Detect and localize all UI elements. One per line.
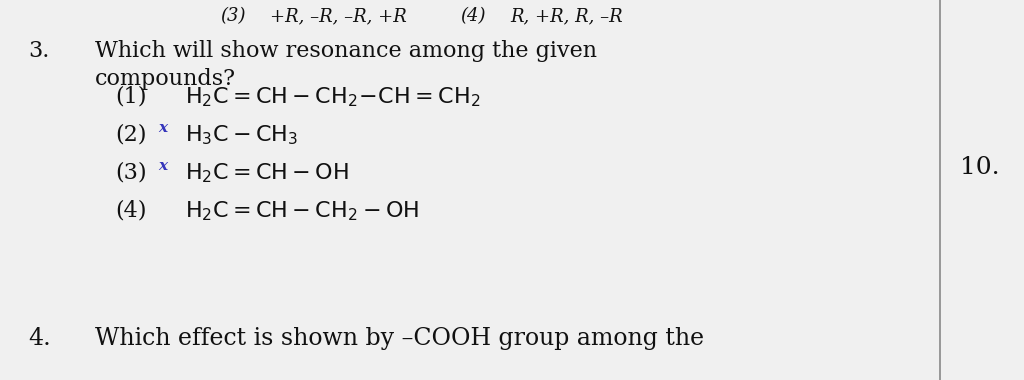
Text: (1): (1): [115, 85, 146, 107]
Text: 3.: 3.: [28, 40, 49, 62]
Text: $\mathregular{H_2C = CH - CH_2 - OH}$: $\mathregular{H_2C = CH - CH_2 - OH}$: [185, 199, 419, 223]
Text: (3): (3): [115, 161, 146, 183]
Text: compounds?: compounds?: [95, 68, 236, 90]
Text: x: x: [158, 159, 167, 173]
Text: 4.: 4.: [28, 327, 51, 350]
Text: Which will show resonance among the given: Which will show resonance among the give…: [95, 40, 597, 62]
Text: (4): (4): [115, 199, 146, 221]
Text: +R, –R, –R, +R: +R, –R, –R, +R: [270, 7, 407, 25]
Text: (3): (3): [220, 7, 246, 25]
Text: $\mathregular{H_2C = CH - CH_2\!-\!CH = CH_2}$: $\mathregular{H_2C = CH - CH_2\!-\!CH = …: [185, 85, 480, 109]
Text: x: x: [158, 121, 167, 135]
Text: Which effect is shown by –COOH group among the: Which effect is shown by –COOH group amo…: [95, 327, 705, 350]
Text: (4): (4): [460, 7, 485, 25]
Text: 10.: 10.: [961, 156, 999, 179]
Text: $\mathregular{H_2C = CH - OH}$: $\mathregular{H_2C = CH - OH}$: [185, 161, 349, 185]
Text: (2): (2): [115, 123, 146, 145]
Text: $\mathregular{H_3C - CH_3}$: $\mathregular{H_3C - CH_3}$: [185, 123, 298, 147]
Text: R, +R, R, –R: R, +R, R, –R: [510, 7, 623, 25]
